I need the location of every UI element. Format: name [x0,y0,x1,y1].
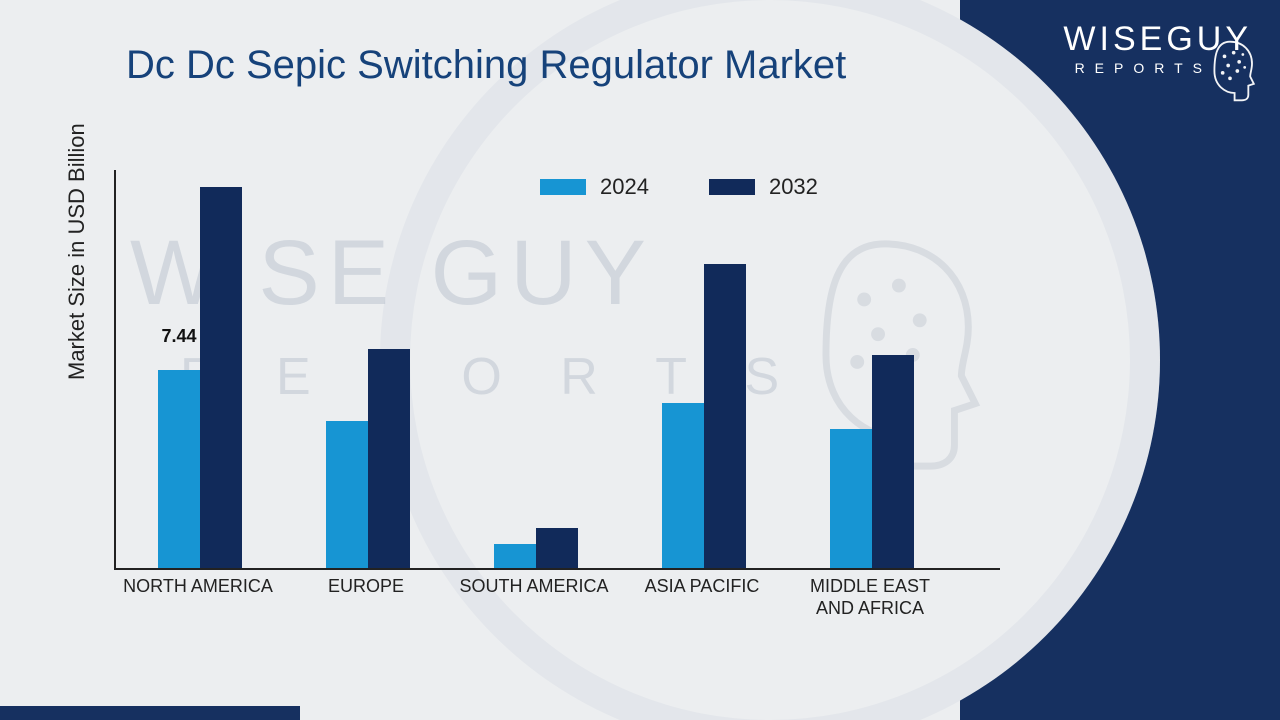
x-axis-label: SOUTH AMERICA [459,576,609,598]
bar-chart: Market Size in USD Billion 7.44 NORTH AM… [100,170,1000,670]
value-label: 7.44 [161,326,196,347]
bar-2032 [536,528,578,568]
brand-logo: WISEGUY REPORTS [992,22,1252,76]
brand-word-1: WISE [1063,20,1166,58]
bar-2024 [494,544,536,568]
bar-group [476,528,596,568]
x-axis-labels: NORTH AMERICA EUROPE SOUTH AMERICA ASIA PAC… [114,570,1000,670]
bar-group [140,187,260,568]
bar-2032 [200,187,242,568]
bar-group [812,355,932,568]
x-axis-label: EUROPE [291,576,441,598]
bar-group [644,264,764,568]
bar-2032 [872,355,914,568]
bar-2024 [158,370,200,568]
plot-area: 7.44 [114,170,1000,570]
x-axis-label: MIDDLE EAST AND AFRICA [795,576,945,619]
bar-2024 [326,421,368,568]
bottom-accent [0,706,300,720]
bar-group [308,349,428,568]
brain-head-icon [1202,38,1258,104]
y-axis-label: Market Size in USD Billion [64,123,90,380]
x-axis-label: NORTH AMERICA [123,576,273,598]
bar-2024 [830,429,872,568]
page-title: Dc Dc Sepic Switching Regulator Market [126,42,866,88]
bar-2024 [662,403,704,568]
bar-2032 [704,264,746,568]
x-axis-label: ASIA PACIFIC [627,576,777,598]
bar-2032 [368,349,410,568]
